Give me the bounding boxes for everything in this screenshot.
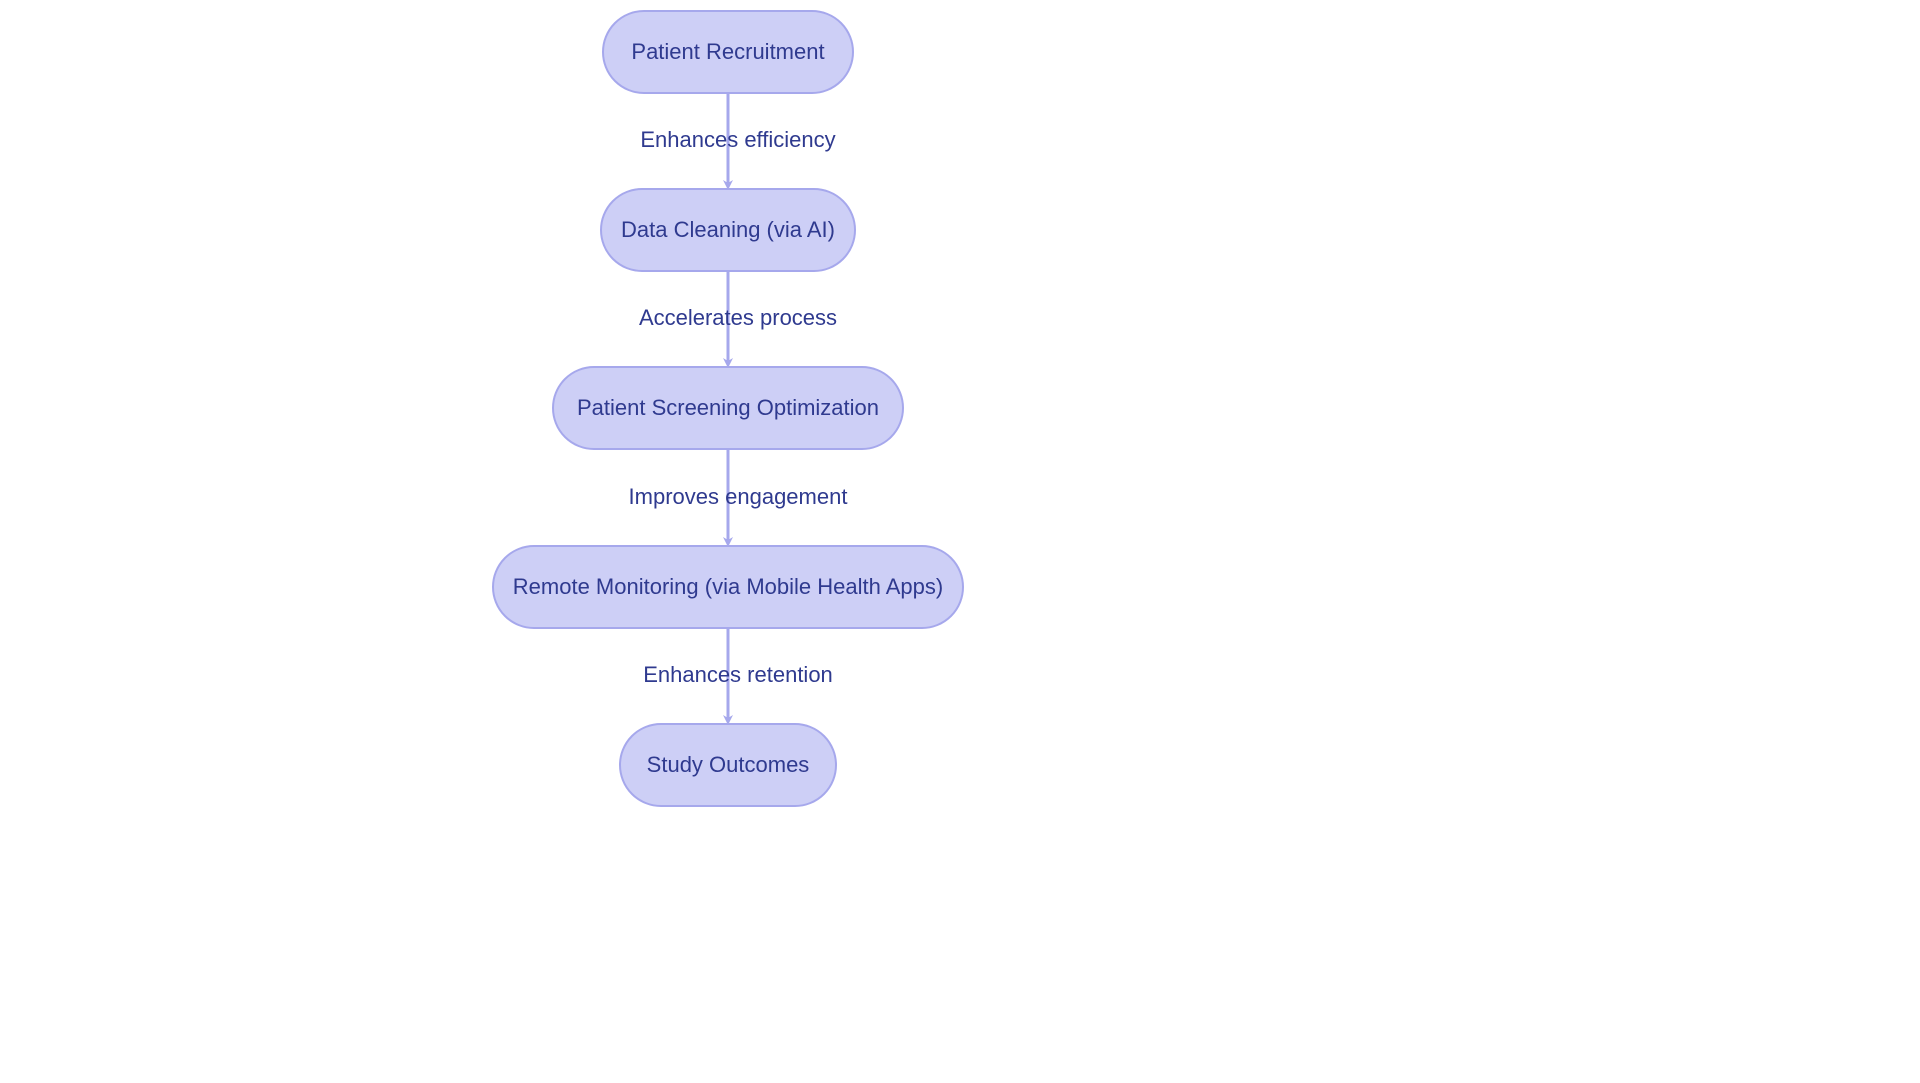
node-label: Patient Recruitment	[631, 39, 824, 65]
node-label: Patient Screening Optimization	[577, 395, 879, 421]
flowchart-node: Remote Monitoring (via Mobile Health App…	[492, 545, 964, 629]
edge-label: Enhances efficiency	[640, 127, 835, 153]
node-label: Study Outcomes	[647, 752, 810, 778]
edge-label: Enhances retention	[643, 662, 833, 688]
edge-label: Improves engagement	[629, 484, 848, 510]
node-label: Remote Monitoring (via Mobile Health App…	[513, 574, 943, 600]
flowchart-canvas: Patient Recruitment Data Cleaning (via AI…	[0, 0, 1920, 1083]
flowchart-node: Patient Screening Optimization	[552, 366, 904, 450]
edge-label: Accelerates process	[639, 305, 837, 331]
flowchart-node: Data Cleaning (via AI)	[600, 188, 856, 272]
flowchart-node: Study Outcomes	[619, 723, 837, 807]
flowchart-node: Patient Recruitment	[602, 10, 854, 94]
edges-layer	[0, 0, 1920, 1083]
node-label: Data Cleaning (via AI)	[621, 217, 835, 243]
